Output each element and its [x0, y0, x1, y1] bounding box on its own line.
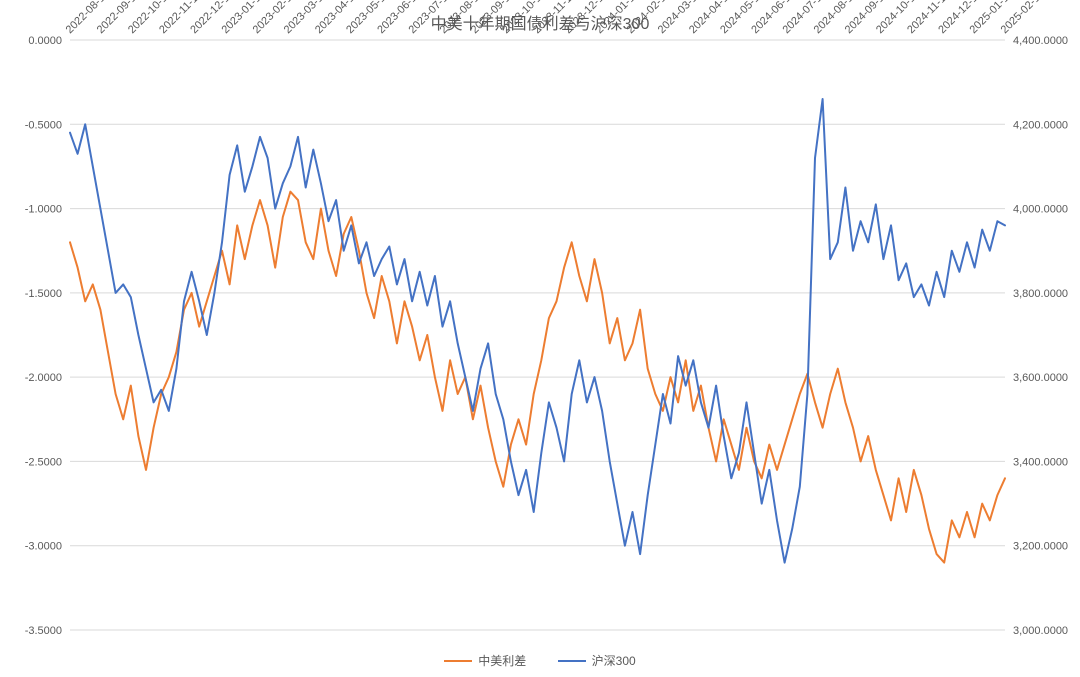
svg-text:3,000.0000: 3,000.0000 [1013, 625, 1068, 637]
svg-text:3,200.0000: 3,200.0000 [1013, 541, 1068, 553]
legend-item-spread: 中美利差 [444, 652, 526, 669]
svg-text:-1.5000: -1.5000 [25, 288, 62, 300]
svg-text:-1.0000: -1.0000 [25, 204, 62, 216]
svg-text:4,200.0000: 4,200.0000 [1013, 119, 1068, 131]
svg-text:3,800.0000: 3,800.0000 [1013, 288, 1068, 300]
svg-text:3,400.0000: 3,400.0000 [1013, 456, 1068, 468]
svg-text:-2.0000: -2.0000 [25, 372, 62, 384]
svg-text:-0.5000: -0.5000 [25, 119, 62, 131]
svg-text:4,400.0000: 4,400.0000 [1013, 35, 1068, 47]
dual-axis-line-chart: 中美十年期国债利差与沪深300 0.00004,400.0000-0.50004… [0, 0, 1080, 677]
svg-text:4,000.0000: 4,000.0000 [1013, 204, 1068, 216]
legend-swatch-spread [444, 660, 472, 662]
svg-text:-2.5000: -2.5000 [25, 456, 62, 468]
chart-legend: 中美利差 沪深300 [0, 651, 1080, 670]
chart-svg: 0.0000 4,400.0000 -0.5000 4,200.0000 -1.0000… [0, 0, 1080, 677]
legend-item-csi300: 沪深300 [558, 652, 636, 669]
legend-swatch-csi300 [558, 660, 586, 662]
svg-text:-3.0000: -3.0000 [25, 541, 62, 553]
series-沪深300 [70, 99, 1005, 563]
svg-text:3,600.0000: 3,600.0000 [1013, 372, 1068, 384]
legend-label-spread: 中美利差 [478, 652, 526, 669]
svg-text:-3.5000: -3.5000 [25, 625, 62, 637]
legend-label-csi300: 沪深300 [592, 652, 636, 669]
svg-text:0.0000: 0.0000 [28, 35, 62, 47]
